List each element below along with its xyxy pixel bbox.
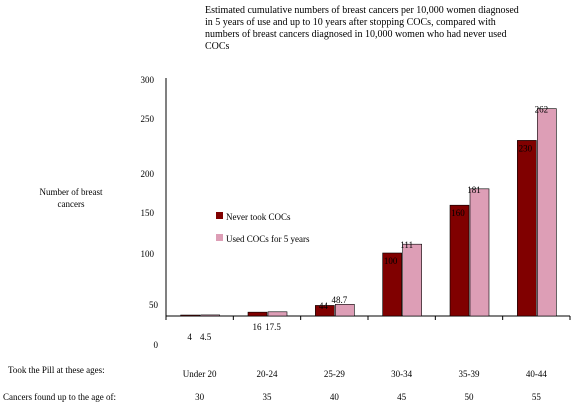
y-tick-labels: 300 250 200 150 100 50 0 [141, 75, 159, 350]
value-label-never-3: 44 [319, 301, 329, 311]
value-label-never-4: 100 [384, 256, 398, 266]
row-label-ages-found: Cancers found up to the age of: [3, 392, 116, 402]
value-label-used-3: 48.7 [331, 295, 347, 305]
category-label-3: 25-29 [324, 369, 345, 379]
category-label-2: 20-24 [257, 369, 278, 379]
legend-label-used: Used COCs for 5 years [226, 234, 310, 244]
value-label-never-2: 16 [253, 322, 263, 332]
value-label-used-4: 111 [400, 240, 413, 250]
y-tick-0: 0 [154, 340, 159, 350]
bar-used-4 [402, 243, 422, 317]
value-label-never-6: 230 [519, 143, 533, 153]
value-label-used-5: 181 [467, 185, 481, 195]
value-label-never-1: 4 [187, 332, 192, 342]
found-age-label-2: 35 [263, 392, 273, 402]
category-label-1: Under 20 [183, 369, 217, 379]
y-tick-100: 100 [141, 249, 155, 259]
row-label-ages-used: Took the Pill at these ages: [8, 365, 105, 375]
y-tick-300: 300 [141, 75, 155, 85]
found-age-label-1: 30 [195, 392, 205, 402]
category-label-6: 40-44 [526, 369, 547, 379]
bar-never-1 [180, 314, 200, 317]
found-age-label-4: 45 [397, 392, 407, 402]
category-labels: Under 20 20-24 25-29 30-34 35-39 40-44 [183, 369, 548, 379]
y-axis-label-line-2: cancers [58, 199, 85, 209]
legend: Never took COCs Used COCs for 5 years [216, 212, 310, 244]
bar-used-6 [537, 108, 557, 317]
value-label-used-6: 262 [535, 105, 549, 115]
y-tick-250: 250 [141, 114, 155, 124]
title-line-2: in 5 years of use and up to 10 years aft… [205, 17, 496, 28]
bar-never-4 [382, 252, 402, 317]
legend-label-never: Never took COCs [226, 212, 291, 222]
found-age-label-3: 40 [330, 392, 340, 402]
y-axis-label: Number of breast cancers [40, 187, 103, 209]
title-line-4: COCs [205, 41, 230, 52]
y-tick-200: 200 [141, 169, 155, 179]
bar-never-3 [315, 305, 335, 317]
bar-used-5 [469, 188, 490, 317]
bar-used-2 [267, 311, 288, 317]
bar-never-6 [517, 140, 537, 317]
chart-title: Estimated cumulative numbers of breast c… [205, 5, 519, 52]
y-axis-label-line-1: Number of breast [40, 187, 103, 197]
value-label-never-5: 160 [451, 208, 465, 218]
bars [180, 108, 557, 317]
title-line-3: numbers of breast cancers diagnosed in 1… [205, 29, 507, 40]
y-tick-150: 150 [141, 208, 155, 218]
category-label-4: 30-34 [391, 369, 412, 379]
y-tick-50: 50 [149, 300, 159, 310]
bar-never-2 [247, 311, 268, 317]
value-label-used-2: 17.5 [265, 322, 281, 332]
found-age-label-5: 50 [465, 392, 475, 402]
found-age-labels: 30 35 40 45 50 55 [195, 392, 541, 402]
bar-used-3 [335, 304, 355, 317]
found-age-label-6: 55 [532, 392, 542, 402]
legend-swatch-used [216, 234, 223, 241]
legend-swatch-never [216, 212, 223, 219]
bar-used-1 [200, 314, 220, 317]
bar-never-5 [449, 204, 470, 317]
value-label-used-1: 4.5 [200, 332, 212, 342]
row-labels: Took the Pill at these ages: Cancers fou… [3, 365, 116, 402]
category-label-5: 35-39 [459, 369, 480, 379]
title-line-1: Estimated cumulative numbers of breast c… [205, 5, 519, 16]
x-axis-ticks [165, 316, 571, 320]
